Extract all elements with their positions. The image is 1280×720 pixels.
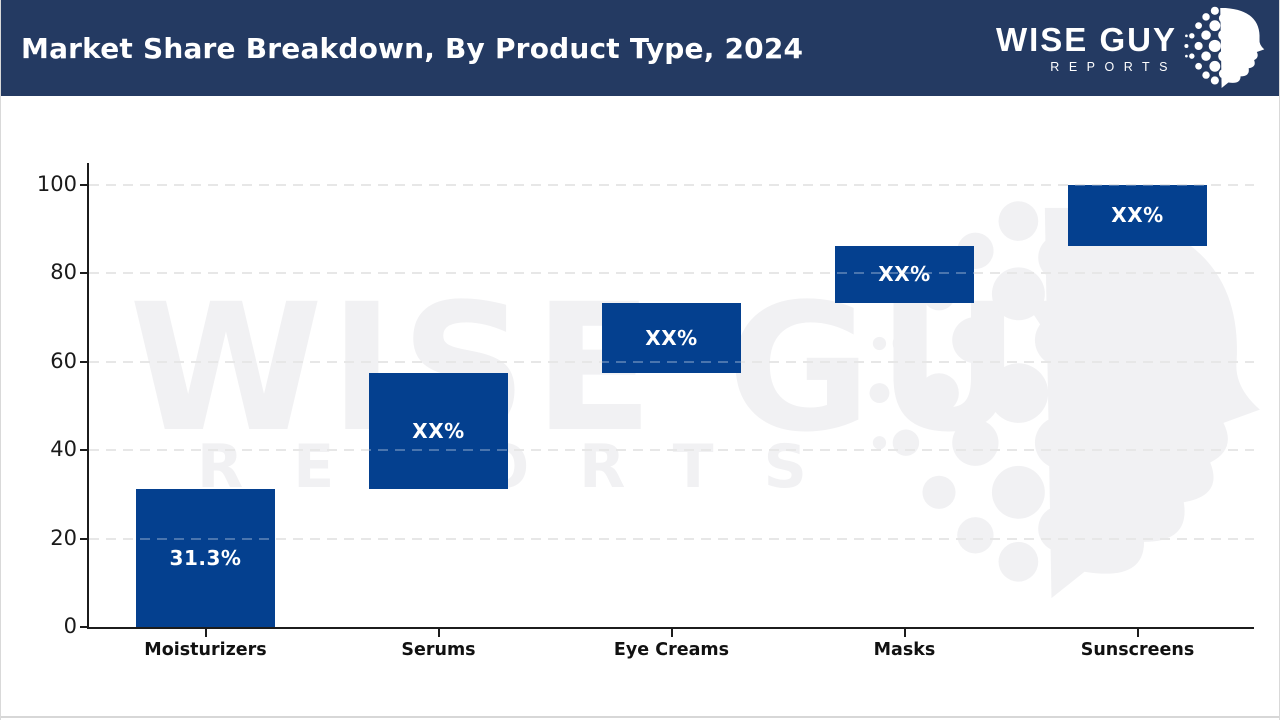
- y-tick-label: 100: [36, 172, 77, 196]
- y-tick-label: 80: [50, 260, 77, 285]
- brand-logo-text: WISE GUY REPORTS: [996, 23, 1177, 74]
- gridline: [89, 184, 1254, 186]
- y-tick-mark: [80, 184, 89, 186]
- y-axis-line: [87, 163, 89, 629]
- brand-face-icon: [1179, 4, 1271, 92]
- bar-value-label: 31.3%: [169, 545, 242, 570]
- y-tick-mark: [80, 449, 89, 452]
- y-tick-mark: [80, 537, 89, 540]
- brand-logo: WISE GUY REPORTS: [996, 4, 1271, 92]
- x-axis-line: [87, 627, 1254, 629]
- bar-segment: 31.3%: [136, 488, 275, 627]
- x-category-label: Sunscreens: [1080, 640, 1195, 660]
- gridline-overlay: [89, 449, 1254, 452]
- x-category-label: Moisturizers: [144, 640, 267, 660]
- x-category-label: Serums: [401, 640, 476, 660]
- gridline: [89, 537, 1254, 540]
- x-tick-mark: [204, 629, 207, 637]
- brand-name: WISE GUY: [995, 20, 1177, 58]
- x-category-label: Masks: [873, 640, 936, 660]
- y-tick-mark: [80, 272, 89, 275]
- gridline-overlay: [89, 272, 1254, 275]
- y-tick-label: 0: [63, 614, 77, 638]
- y-tick-label: 60: [50, 348, 77, 373]
- y-tick-mark: [80, 626, 89, 628]
- gridline-overlay: [89, 537, 1254, 540]
- x-tick-mark: [437, 629, 440, 637]
- bar-segment: XX%: [1068, 185, 1207, 246]
- header-bar: Market Share Breakdown, By Product Type,…: [1, 0, 1279, 96]
- bar-value-label: XX%: [878, 262, 931, 287]
- brand-subtitle: REPORTS: [1050, 59, 1177, 74]
- x-tick-mark: [1136, 629, 1139, 637]
- y-tick-label: 20: [50, 525, 77, 550]
- bar-segment: XX%: [369, 372, 508, 489]
- x-category-label: Eye Creams: [613, 640, 730, 660]
- bar-value-label: XX%: [645, 325, 698, 350]
- page-title: Market Share Breakdown, By Product Type,…: [21, 31, 804, 65]
- y-tick-label: 40: [50, 437, 77, 462]
- y-tick-mark: [80, 360, 89, 363]
- gridline-overlay: [89, 184, 1254, 186]
- bottom-divider: [1, 716, 1279, 718]
- gridline-overlay: [89, 360, 1254, 363]
- bar-segment: XX%: [602, 302, 741, 373]
- gridline: [89, 449, 1254, 452]
- x-tick-mark: [670, 629, 673, 637]
- gridline: [89, 272, 1254, 275]
- x-tick-mark: [903, 629, 906, 637]
- bar-segment: XX%: [835, 245, 974, 303]
- bar-value-label: XX%: [412, 418, 465, 443]
- bar-value-label: XX%: [1111, 203, 1164, 228]
